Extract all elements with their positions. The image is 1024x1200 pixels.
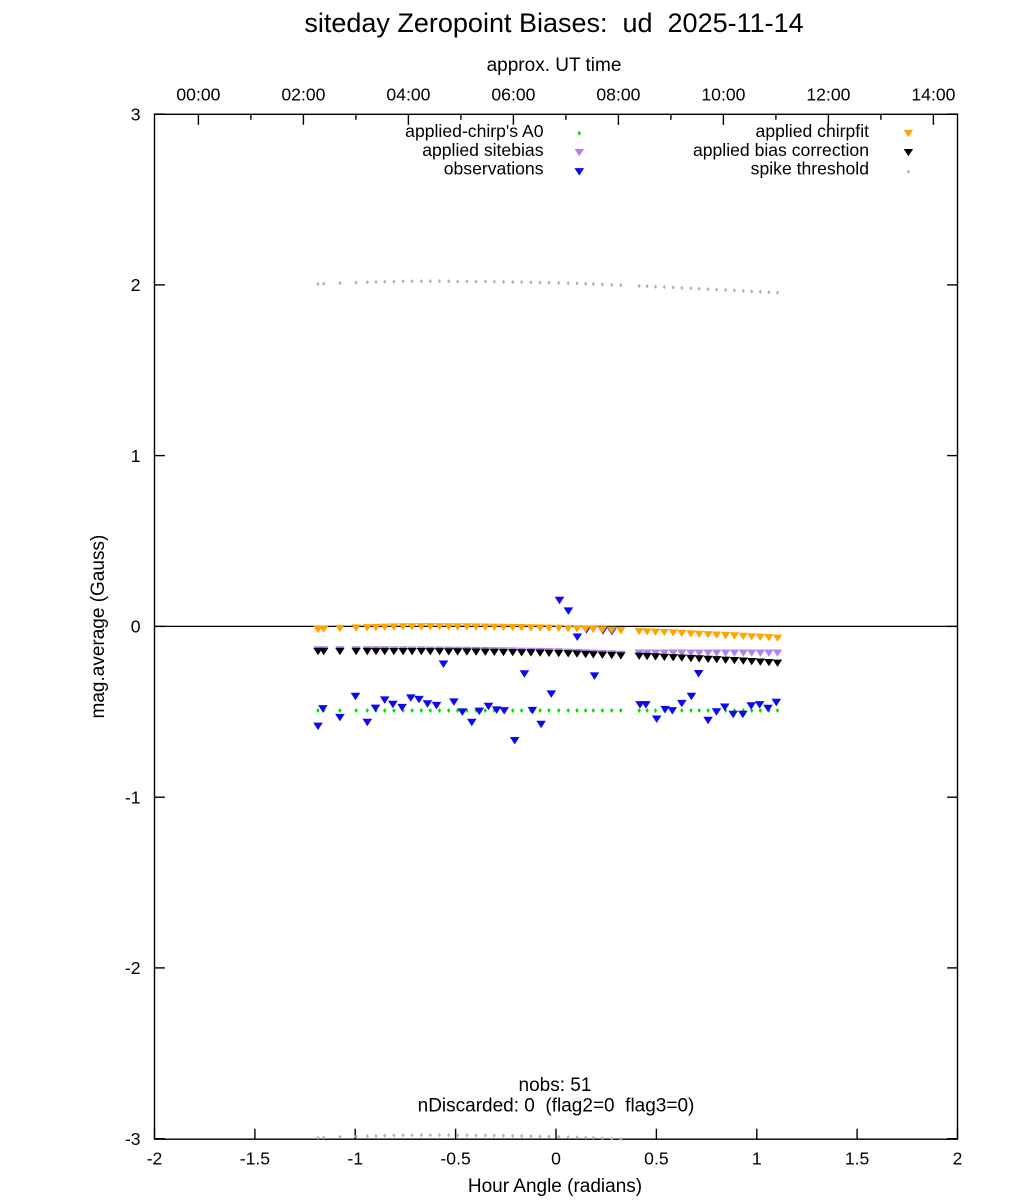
svg-text:0: 0	[131, 617, 141, 637]
svg-text:3: 3	[131, 104, 141, 124]
svg-text:-1: -1	[347, 1149, 363, 1169]
svg-text:2: 2	[953, 1149, 963, 1169]
svg-text:-2: -2	[125, 958, 141, 978]
svg-text:14:00: 14:00	[911, 85, 955, 105]
svg-text:spike threshold: spike threshold	[751, 159, 869, 179]
svg-text:0.5: 0.5	[644, 1149, 669, 1169]
svg-text:approx. UT time: approx. UT time	[487, 55, 622, 76]
svg-text:1.5: 1.5	[845, 1149, 870, 1169]
svg-text:-1.5: -1.5	[240, 1149, 271, 1169]
svg-text:10:00: 10:00	[701, 85, 745, 105]
svg-text:1: 1	[752, 1149, 762, 1169]
svg-text:observations: observations	[444, 159, 544, 179]
svg-text:0: 0	[551, 1149, 561, 1169]
svg-text:2: 2	[131, 275, 141, 295]
svg-text:02:00: 02:00	[281, 85, 325, 105]
svg-text:-0.5: -0.5	[440, 1149, 471, 1169]
svg-text:00:00: 00:00	[176, 85, 220, 105]
svg-text:siteday Zeropoint Biases: ud: siteday Zeropoint Biases: ud 2025-11-14	[304, 8, 803, 38]
svg-text:Hour Angle (radians): Hour Angle (radians)	[468, 1176, 642, 1197]
svg-text:-2: -2	[147, 1149, 163, 1169]
svg-text:applied sitebias: applied sitebias	[422, 140, 543, 160]
svg-text:-3: -3	[125, 1129, 141, 1149]
svg-text:applied chirpfit: applied chirpfit	[756, 121, 870, 141]
svg-text:nobs: 51: nobs: 51	[519, 1075, 592, 1096]
svg-text:applied bias correction: applied bias correction	[693, 140, 869, 160]
svg-text:-1: -1	[125, 787, 141, 807]
svg-text:12:00: 12:00	[806, 85, 850, 105]
svg-text:applied-chirp's A0: applied-chirp's A0	[405, 121, 544, 141]
svg-text:1: 1	[131, 446, 141, 466]
svg-text:08:00: 08:00	[596, 85, 640, 105]
svg-text:nDiscarded: 0 (flag2=0 flag3: nDiscarded: 0 (flag2=0 flag3=0)	[418, 1096, 695, 1117]
svg-text:06:00: 06:00	[491, 85, 535, 105]
svg-text:04:00: 04:00	[386, 85, 430, 105]
svg-text:mag.average (Gauss): mag.average (Gauss)	[88, 535, 109, 719]
